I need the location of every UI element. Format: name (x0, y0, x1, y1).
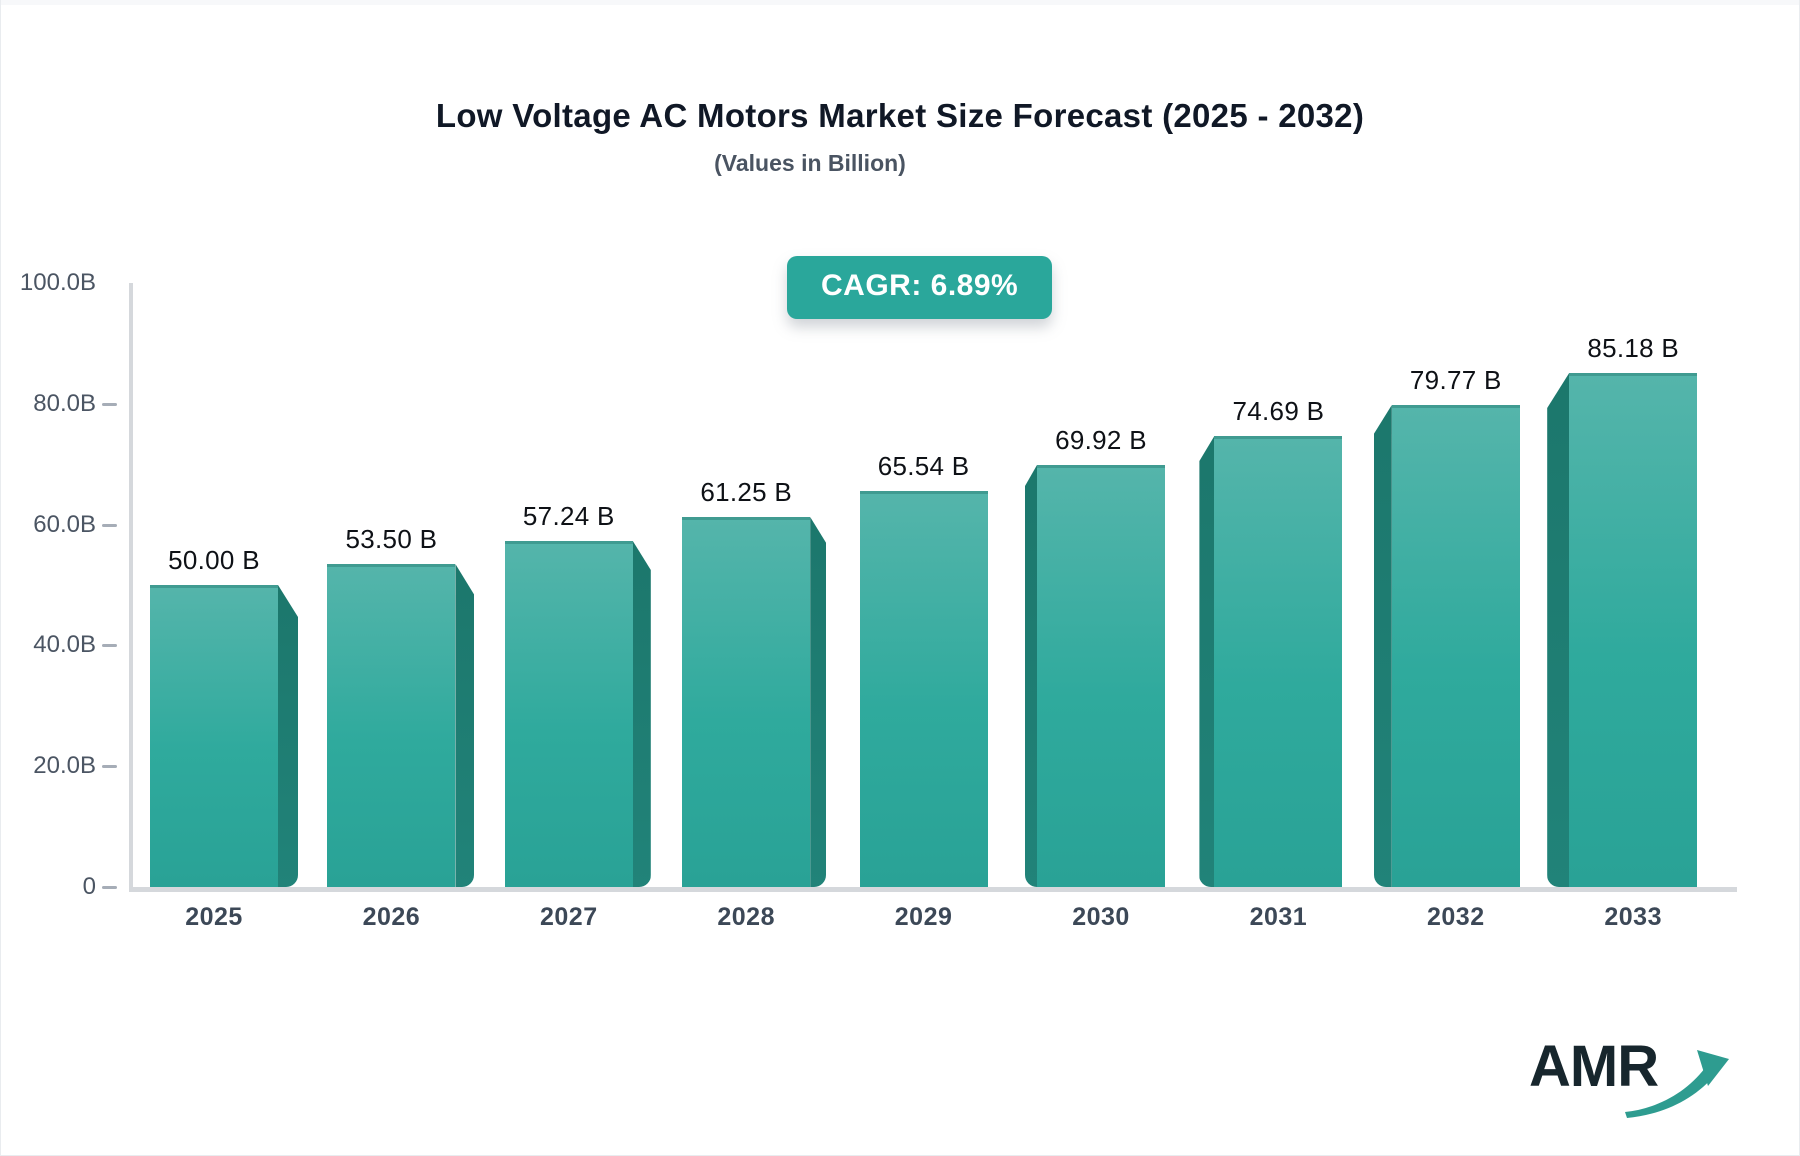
x-axis-label-2028: 2028 (717, 903, 775, 931)
bar-2027 (504, 541, 651, 887)
bar-2025 (150, 585, 298, 887)
x-axis-label-2030: 2030 (1072, 903, 1130, 931)
bar-2026 (327, 564, 475, 887)
bar-value-label: 57.24 B (522, 501, 615, 531)
bar-side-3d (278, 585, 298, 887)
bar-face (859, 491, 988, 887)
x-axis-label-2033: 2033 (1604, 903, 1662, 931)
x-axis-label-2032: 2032 (1426, 903, 1485, 931)
cagr-badge: CAGR: 6.89% (787, 256, 1053, 319)
bar-face (327, 564, 456, 887)
bar-face (150, 585, 278, 887)
y-tick-label: 40.0B (33, 631, 96, 659)
chart-title: Low Voltage AC Motors Market Size Foreca… (435, 97, 1365, 134)
bar-2031 (1199, 436, 1343, 887)
bar-side-3d (455, 564, 475, 887)
bar-2029 (859, 491, 988, 887)
x-axis-baseline (129, 887, 1737, 892)
bar-side-3d (1199, 436, 1215, 887)
bar-face (682, 517, 811, 887)
bar-side-3d (810, 517, 827, 887)
bar-2028 (682, 517, 827, 887)
y-axis-line (129, 283, 133, 892)
bar-2030 (1025, 465, 1165, 887)
bar-face (1037, 465, 1165, 887)
bar-face (1391, 405, 1520, 887)
bar-side-3d (1547, 373, 1570, 887)
bar-face (1569, 373, 1698, 887)
bar-face (504, 541, 633, 887)
bar-value-label: 61.25 B (700, 477, 793, 507)
y-tick-mark (102, 523, 117, 527)
bar-value-label: 65.54 B (877, 451, 970, 481)
chart-subtitle: (Values in Billion) (714, 150, 906, 176)
y-tick-label: 20.0B (33, 752, 96, 780)
bar-value-label: 74.69 B (1232, 396, 1325, 426)
x-axis-label-2029: 2029 (894, 903, 953, 931)
bar-side-3d (632, 541, 651, 887)
bar-value-label: 85.18 B (1587, 333, 1680, 363)
bar-side-3d (1373, 405, 1392, 887)
top-border-band (1, 0, 1799, 5)
bar-face (1214, 436, 1343, 887)
x-axis-label-2026: 2026 (362, 903, 421, 931)
y-tick-label: 80.0B (33, 389, 96, 417)
bar-value-label: 79.77 B (1409, 365, 1502, 395)
bar-value-label: 53.50 B (345, 524, 438, 554)
bar-value-label: 69.92 B (1055, 425, 1147, 455)
x-axis-label-2027: 2027 (539, 903, 598, 931)
amr-logo-text: AMR (1529, 1034, 1659, 1099)
bar-2033 (1547, 373, 1698, 887)
y-tick-mark (102, 402, 117, 406)
x-axis-label-2031: 2031 (1249, 903, 1308, 931)
amr-logo: AMR (1529, 1030, 1739, 1120)
y-tick-mark (102, 886, 117, 889)
y-tick-mark (102, 765, 117, 769)
bar-side-3d (1025, 465, 1037, 887)
x-axis-label-2025: 2025 (185, 903, 243, 931)
bar-2032 (1373, 405, 1520, 887)
y-tick-label: 0 (82, 873, 96, 900)
y-tick-label: 60.0B (33, 510, 96, 538)
growth-arrow-icon (1625, 1050, 1729, 1118)
bar-value-label: 50.00 B (168, 545, 260, 575)
y-tick-mark (102, 644, 117, 648)
y-tick-label: 100.0B (19, 269, 96, 296)
